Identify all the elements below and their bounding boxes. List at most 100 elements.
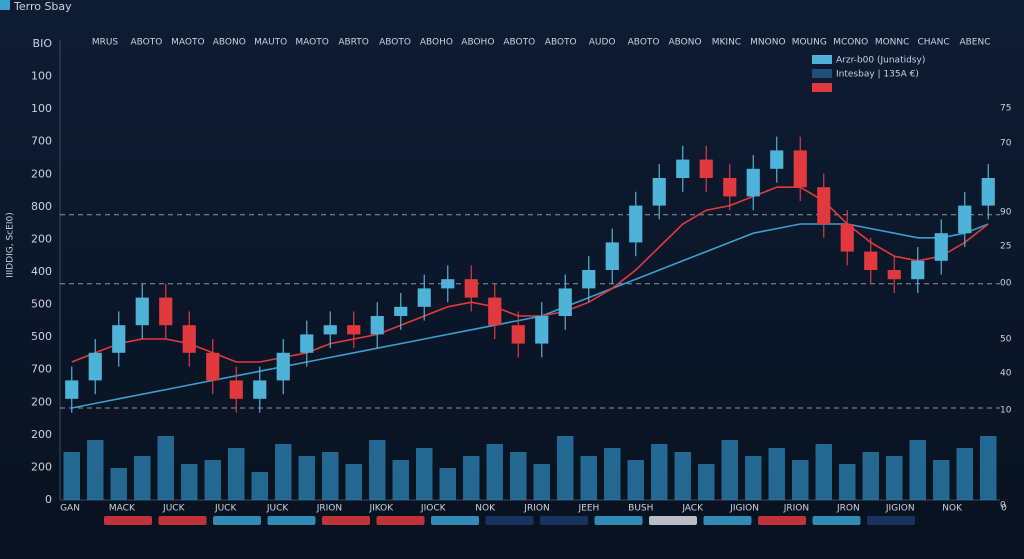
candle-body (182, 325, 196, 353)
title-icon (0, 0, 10, 10)
volume-bar (815, 444, 832, 500)
volume-bar (674, 452, 691, 500)
x-tick-label: JIOCK (420, 504, 447, 514)
y2-tick-label: 10 (1000, 406, 1012, 416)
volume-bar (251, 472, 268, 500)
top-label: ABOHO (461, 38, 494, 48)
y-tick-label: 200 (31, 395, 52, 408)
candle-body (323, 325, 337, 335)
volume-bar (87, 440, 104, 500)
top-label: ABONO (213, 38, 246, 48)
pill (867, 516, 915, 525)
x-tick-label: JUCK (162, 504, 186, 514)
x-tick-label: NOK (475, 504, 496, 514)
volume-bar (228, 448, 245, 500)
volume-bar (416, 448, 433, 500)
candle-body (229, 380, 243, 399)
ma-line (71, 186, 989, 363)
candle-body (276, 352, 290, 381)
volume-bar (322, 452, 339, 500)
candle-body (652, 178, 666, 206)
top-label: MRUS (92, 38, 119, 48)
candle-body (488, 297, 502, 326)
volume-bar (768, 448, 785, 500)
volume-bar (110, 468, 127, 500)
y2-tick-label: 25 (1000, 242, 1011, 252)
candle-body (300, 334, 314, 353)
candle-body (65, 380, 79, 399)
pill (812, 516, 861, 525)
top-label: MONNC (875, 38, 910, 48)
volume-bar (439, 468, 456, 500)
x-tick-label: JACK (681, 504, 704, 514)
candle-body (441, 279, 455, 289)
volume-bar (792, 460, 809, 500)
volume-bar (956, 448, 973, 500)
candle-body (558, 288, 572, 316)
candle-body (417, 288, 431, 307)
pill (158, 516, 207, 525)
y-tick-label: 200 (31, 167, 52, 180)
x-tick-label: MACK (109, 504, 136, 514)
y-tick-label: 500 (31, 330, 52, 343)
pill (649, 516, 697, 525)
volume-bar (134, 456, 151, 500)
volume-bar (651, 444, 668, 500)
legend-swatch (812, 55, 832, 64)
candle-body (723, 178, 737, 197)
volume-bar (63, 452, 80, 500)
y-tick-label: BIO (33, 37, 53, 50)
y2-tick-label: 0 (1000, 501, 1006, 511)
x-tick-label: JRION (316, 504, 342, 514)
pill (213, 516, 261, 525)
candle-body (887, 270, 901, 280)
legend-swatch (812, 69, 832, 78)
top-label: MKINC (712, 38, 741, 48)
volume-bar (298, 456, 315, 500)
x-tick-label: JIGION (885, 504, 915, 514)
x-tick-label: JRION (783, 504, 809, 514)
volume-bar (181, 464, 198, 500)
candle-body (206, 352, 220, 381)
candle-body (511, 325, 525, 344)
legend-label: Arzr-b00 (Junatidsy) (836, 56, 925, 66)
x-tick-label: BUSH (628, 504, 653, 514)
top-label: MAUTO (254, 38, 287, 48)
volume-bar (157, 436, 174, 500)
y-tick-label: 700 (31, 135, 52, 148)
pill (431, 516, 479, 525)
pill (104, 516, 152, 525)
top-label: ABENC (959, 38, 990, 48)
volume-bar (275, 444, 292, 500)
candle-body (88, 352, 102, 381)
pill (376, 516, 425, 525)
y-tick-label: 200 (31, 232, 52, 245)
pill (703, 516, 752, 525)
candle-body (347, 325, 361, 335)
candle-body (699, 159, 713, 178)
volume-bar (839, 464, 856, 500)
y2-tick-label: 00 (1000, 279, 1012, 289)
volume-bar (557, 436, 574, 500)
pill (594, 516, 643, 525)
candle-body (817, 187, 831, 224)
volume-bar (463, 456, 480, 500)
y2-tick-label: 50 (1000, 335, 1012, 345)
pill (540, 516, 588, 525)
x-tick-label: JRON (836, 504, 860, 514)
candle-body (676, 159, 690, 178)
y-tick-label: 0 (45, 493, 52, 506)
volume-bar (369, 440, 386, 500)
x-tick-label: JIKOK (368, 504, 394, 514)
x-tick-label: 0 (1001, 504, 1007, 514)
candle-body (934, 233, 948, 261)
y-tick-label: 400 (31, 265, 52, 278)
candle-body (746, 168, 760, 197)
top-label: CHANC (917, 38, 949, 48)
volume-bar (698, 464, 715, 500)
x-tick-label: JUCK (214, 504, 238, 514)
y-tick-label: 200 (31, 460, 52, 473)
top-label: ABOTO (545, 38, 577, 48)
pill (758, 516, 806, 525)
